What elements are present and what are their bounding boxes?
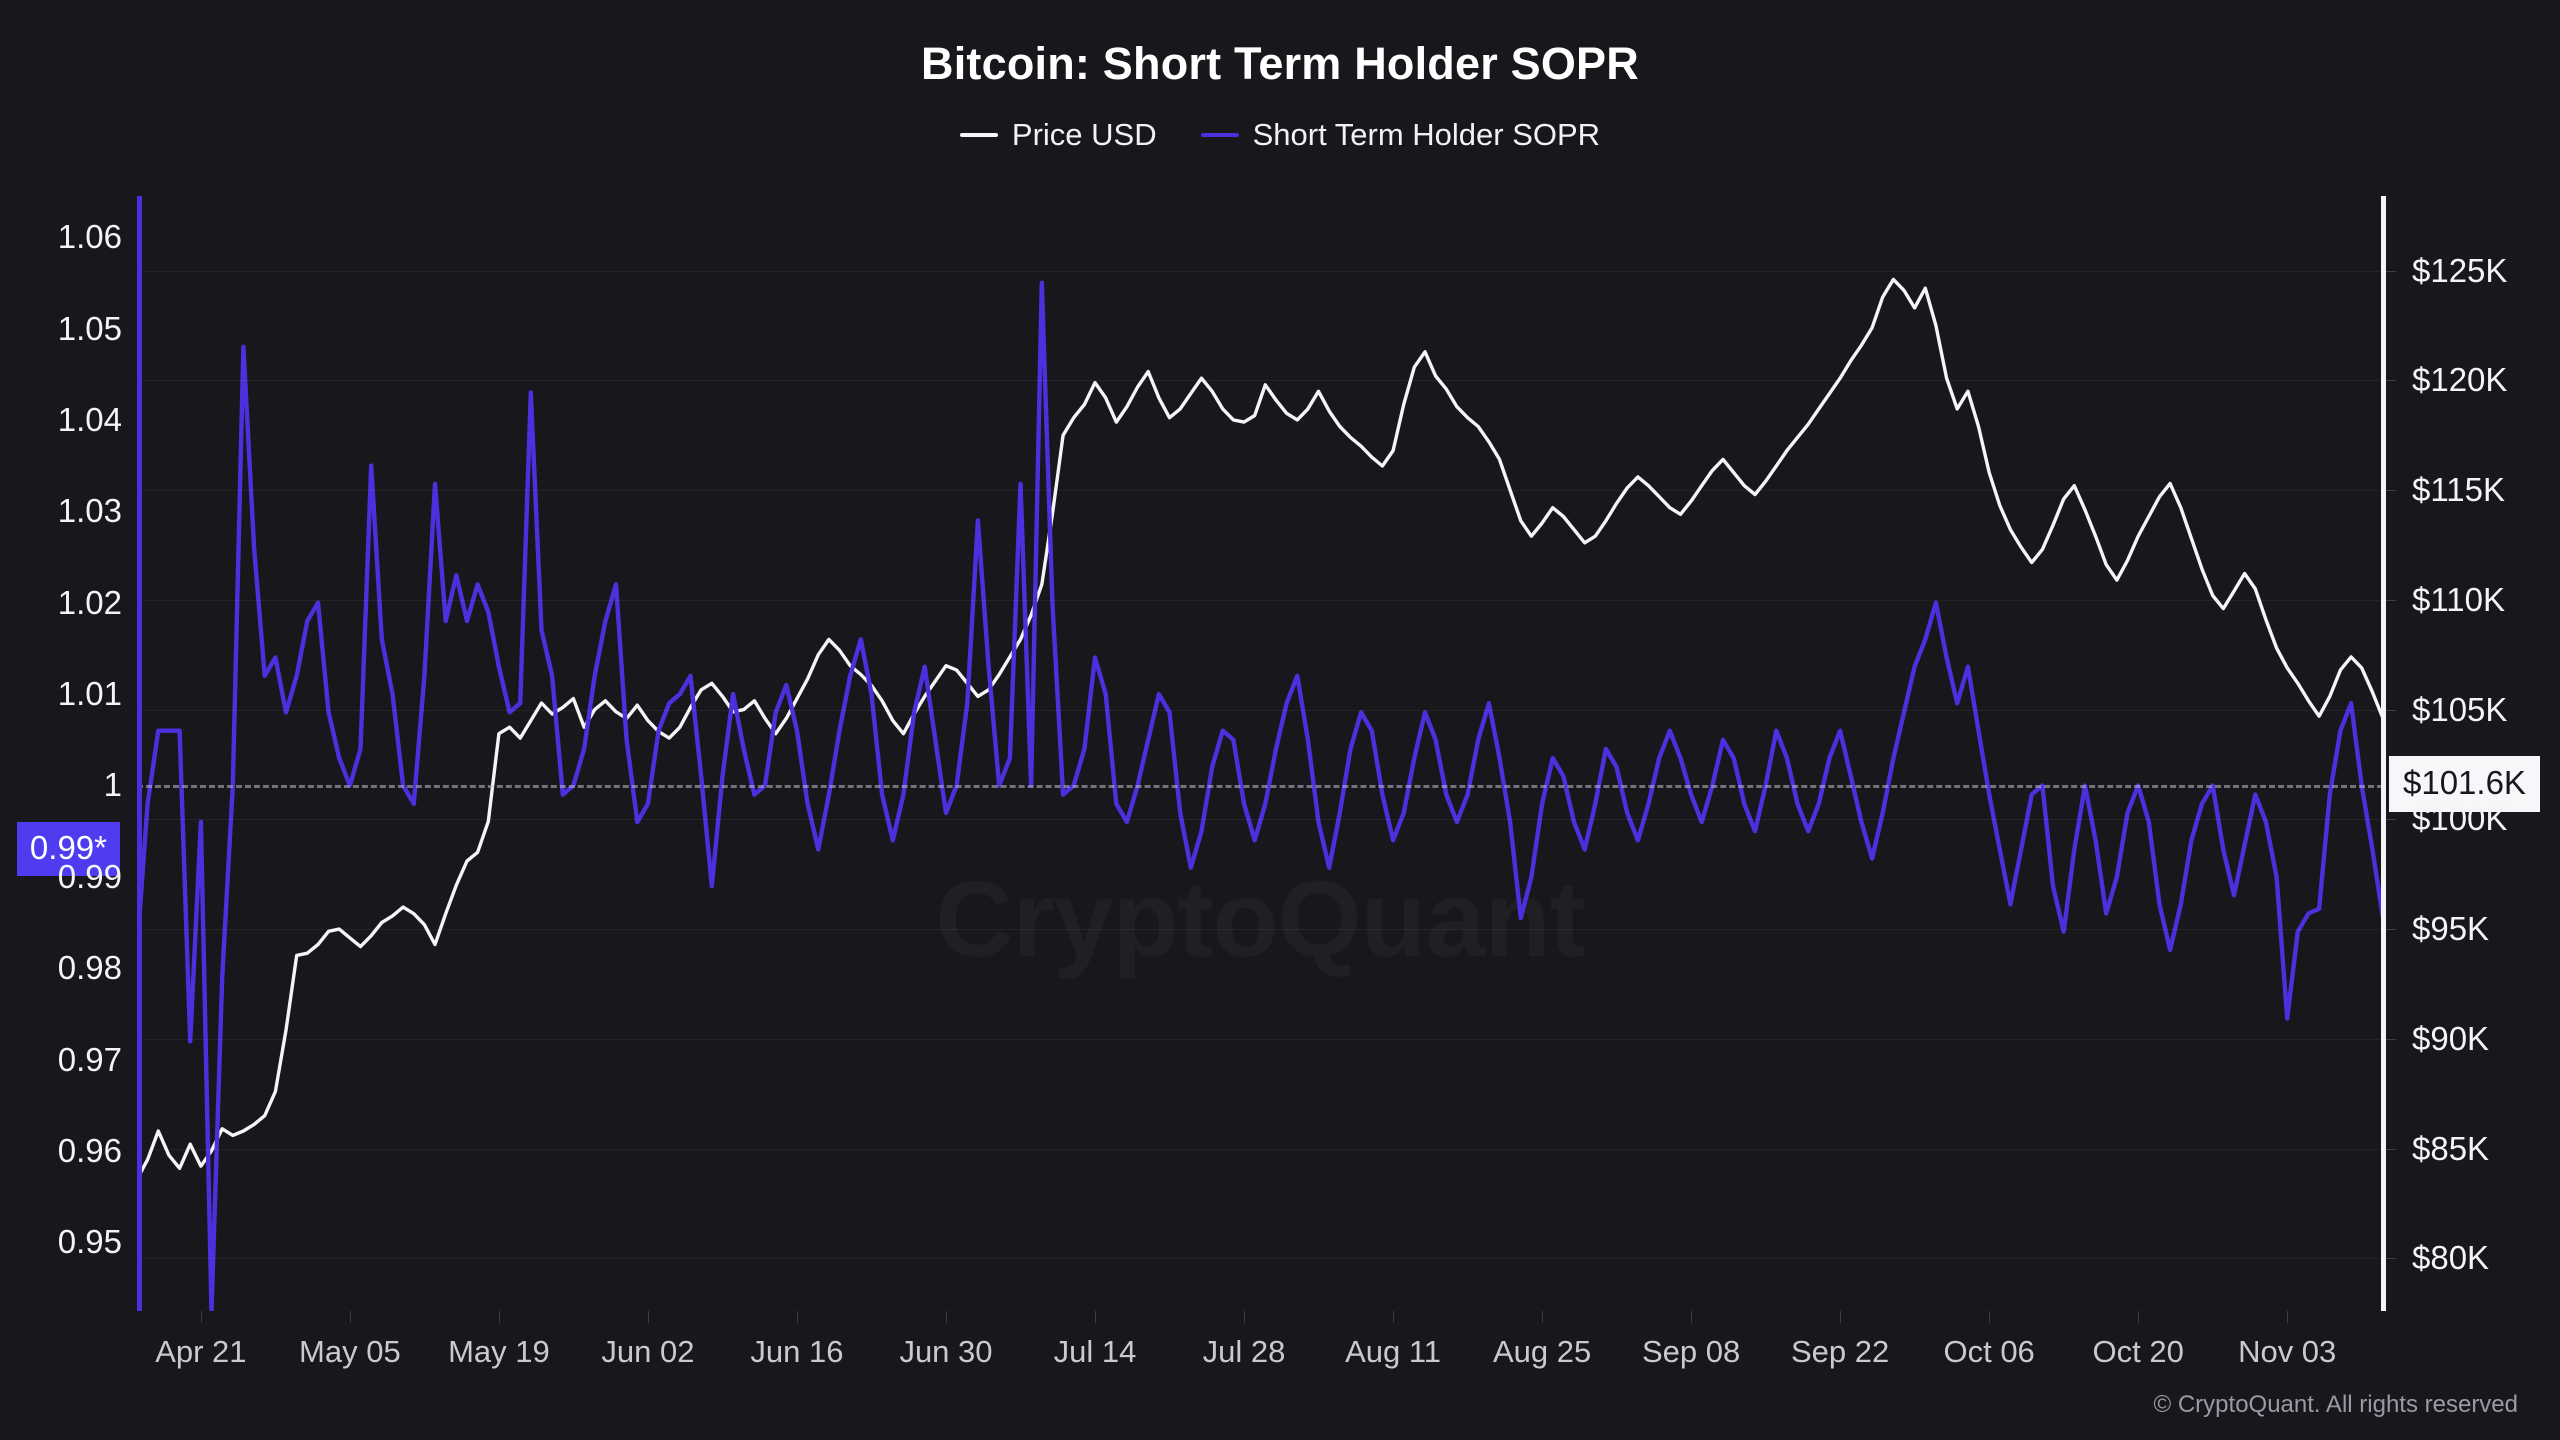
left-axis-spine xyxy=(137,196,142,1311)
left-axis-tick-label: 0.95 xyxy=(57,1223,122,1261)
right-axis-tick-label: $100K xyxy=(2412,800,2508,838)
right-axis-tickmark xyxy=(2383,819,2396,821)
x-axis-tick-label: Nov 03 xyxy=(2238,1334,2337,1369)
x-axis-tickmark xyxy=(349,1311,351,1323)
x-axis-tick-label: Aug 25 xyxy=(1492,1334,1592,1369)
gridline xyxy=(137,929,2383,931)
x-axis-tick-label: Jun 30 xyxy=(899,1334,993,1369)
x-axis-tickmark xyxy=(2138,1311,2140,1323)
x-axis-tick-label: Jun 16 xyxy=(750,1334,844,1369)
left-axis-tick-label: 1.04 xyxy=(57,400,122,438)
reference-line xyxy=(137,785,2383,789)
left-axis-tick-label: 0.98 xyxy=(57,949,122,987)
x-axis-tick-label: Sep 08 xyxy=(1641,1334,1741,1369)
legend-label: Price USD xyxy=(1011,117,1157,152)
gridline xyxy=(137,380,2383,382)
x-axis-tick-label: May 05 xyxy=(299,1334,401,1369)
copyright-notice: © CryptoQuant. All rights reserved xyxy=(2153,1391,2519,1418)
left-axis-tick-label: 1.02 xyxy=(57,583,122,621)
right-axis-tick-label: $80K xyxy=(2412,1239,2490,1277)
x-axis-tick-label: Jul 14 xyxy=(1053,1334,1137,1369)
x-axis-tickmark xyxy=(1691,1311,1693,1323)
right-axis-tick-label: $120K xyxy=(2412,361,2508,399)
left-value-badge: 0.99* xyxy=(16,822,120,877)
left-axis-tick-label: 0.97 xyxy=(57,1040,122,1078)
right-axis-tickmark xyxy=(2383,490,2396,492)
x-axis-tick-label: Aug 11 xyxy=(1345,1334,1442,1369)
x-axis-tick-label: Oct 20 xyxy=(2092,1334,2184,1369)
page-title: Bitcoin: Short Term Holder SOPR xyxy=(921,38,1639,89)
right-axis-tickmark xyxy=(2383,599,2396,601)
left-axis-tick-label: 1.05 xyxy=(57,309,122,347)
gridline xyxy=(137,1038,2383,1040)
price-usd-line xyxy=(137,277,2383,1181)
x-axis-tick-label: Jun 02 xyxy=(601,1334,695,1369)
x-axis-tickmark xyxy=(1989,1311,1991,1323)
x-axis-tickmark xyxy=(498,1311,500,1323)
left-axis-tick-label: 1.03 xyxy=(57,492,122,530)
right-axis-tickmark xyxy=(2383,380,2396,382)
legend-label: Short Term Holder SOPR xyxy=(1252,117,1601,152)
series-layer xyxy=(137,277,2383,1311)
x-axis-tickmark xyxy=(1244,1311,1246,1323)
line-swatch-icon xyxy=(1200,133,1239,137)
right-axis-tick-label: $125K xyxy=(2412,251,2508,289)
legend-item-price-usd[interactable]: Price USD xyxy=(959,117,1157,153)
gridline xyxy=(137,1148,2383,1150)
plot-area: CryptoQuant xyxy=(137,196,2396,1323)
x-axis-tick-label: Oct 06 xyxy=(1943,1334,2035,1369)
left-axis-tick-label: 1.06 xyxy=(57,218,122,256)
right-axis-tick-label: $90K xyxy=(2412,1019,2490,1057)
right-axis-tick-label: $115K xyxy=(2412,471,2505,509)
x-axis-tickmark xyxy=(1542,1311,1544,1323)
right-axis-tick-label: $85K xyxy=(2412,1129,2490,1167)
x-axis-tick-label: Sep 22 xyxy=(1790,1334,1890,1369)
x-axis-tickmark xyxy=(200,1311,202,1323)
x-axis-tickmark xyxy=(945,1311,947,1323)
right-axis-tick-label: $105K xyxy=(2412,690,2508,728)
x-axis-tickmark xyxy=(647,1311,649,1323)
right-axis-spine xyxy=(2381,196,2386,1311)
right-axis-tick-label: $110K xyxy=(2412,580,2505,618)
right-axis-tickmark xyxy=(2383,709,2396,711)
left-axis-tick-label: 1 xyxy=(103,766,122,804)
x-axis-tickmark xyxy=(2287,1311,2289,1323)
left-axis-tick-label: 1.01 xyxy=(57,675,122,713)
gridline xyxy=(137,819,2383,821)
left-axis-tick-label: 0.99 xyxy=(57,857,122,895)
chart-legend: Price USD Short Term Holder SOPR xyxy=(0,117,2560,153)
right-axis-tickmark xyxy=(2383,1038,2396,1040)
x-axis-tick-label: May 19 xyxy=(448,1334,550,1369)
x-axis-tickmark xyxy=(1095,1311,1096,1323)
short-term-holder-sopr-line xyxy=(137,280,2383,1311)
x-axis-tickmark xyxy=(796,1311,798,1323)
legend-item-short-term-holder-sopr[interactable]: Short Term Holder SOPR xyxy=(1200,117,1601,153)
gridline xyxy=(137,599,2383,601)
right-axis-tick-label: $95K xyxy=(2412,910,2490,948)
right-axis-tickmark xyxy=(2383,929,2396,931)
right-value-badge: $101.6K xyxy=(2389,756,2540,813)
left-axis-tick-label: 0.96 xyxy=(57,1132,122,1170)
gridline xyxy=(137,1258,2383,1260)
right-axis-tickmark xyxy=(2383,270,2396,272)
x-axis-tick-label: Jul 28 xyxy=(1202,1334,1286,1369)
gridline xyxy=(137,490,2383,492)
x-axis-tickmark xyxy=(1840,1311,1842,1323)
x-axis-tickmark xyxy=(1393,1311,1395,1323)
gridline xyxy=(137,270,2383,272)
line-swatch-icon xyxy=(959,133,998,137)
gridline xyxy=(137,709,2383,711)
x-axis-tick-label: Apr 21 xyxy=(155,1334,247,1369)
right-axis-tickmark xyxy=(2383,1258,2396,1260)
right-axis-tickmark xyxy=(2383,1148,2396,1150)
